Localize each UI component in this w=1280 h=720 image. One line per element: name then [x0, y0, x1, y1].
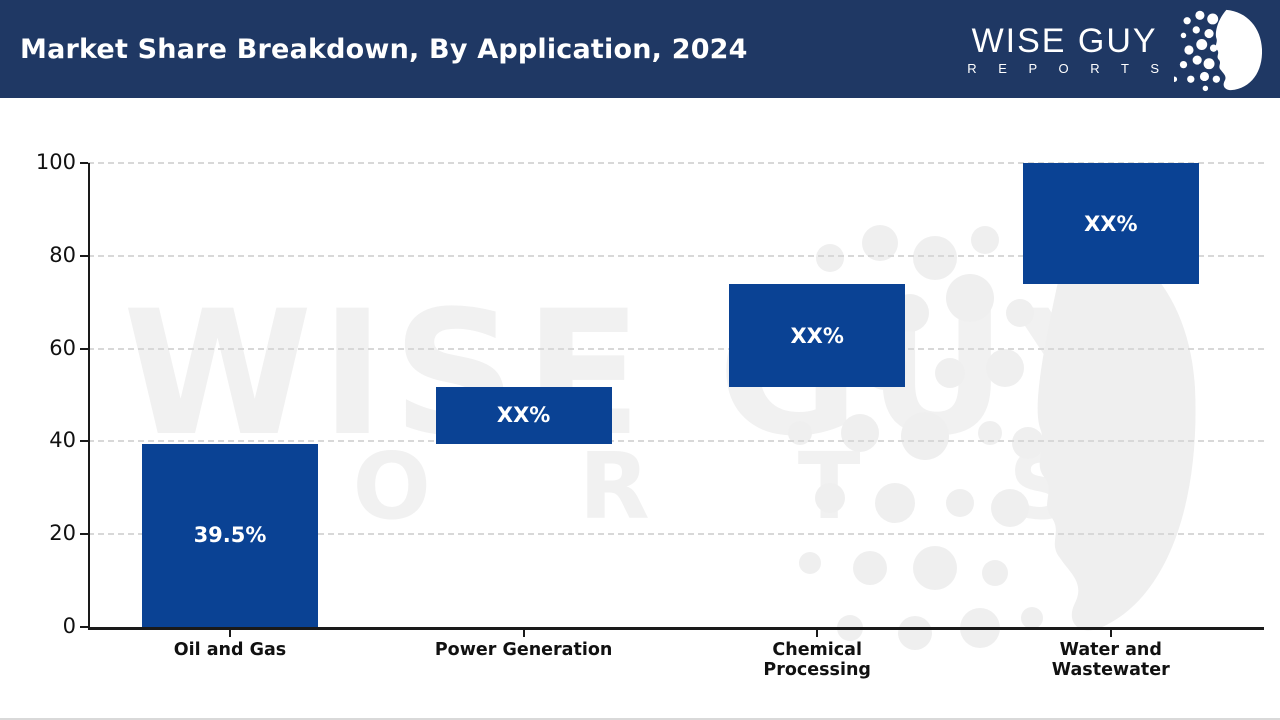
y-axis-tick-60 — [80, 347, 88, 350]
logo-subtitle: R E P O R T S — [967, 61, 1168, 77]
watermark-line1: WISE GUY — [122, 273, 1148, 474]
y-axis-tick-label: 100 — [35, 150, 76, 174]
x-axis-category-label: Oil and Gas — [173, 640, 287, 660]
x-axis-tick-0 — [229, 629, 231, 637]
x-axis-tick-1 — [522, 629, 525, 637]
chart-area: WISE GUY P O R T S 0 20 40 60 80 100 39.5% Oil … — [0, 98, 1280, 718]
bar-0: 39.5% — [142, 443, 318, 627]
x-axis-line — [88, 627, 1264, 630]
bar-value-label: XX% — [1084, 211, 1138, 236]
logo-text: WISE GUY R E P O R T S — [961, 21, 1168, 77]
bar-value-label: XX% — [790, 323, 844, 348]
x-axis-category-label: Water and Wastewater — [1051, 640, 1170, 681]
page-title: Market Share Breakdown, By Application, … — [20, 33, 748, 65]
logo-wordmark: WISE GUY — [971, 21, 1158, 60]
gridline-40 — [88, 440, 1264, 443]
y-axis-line — [88, 163, 90, 629]
bar-3: XX% — [1022, 163, 1199, 285]
y-axis-tick-40 — [80, 440, 88, 443]
wise-guy-reports-logo: WISE GUY R E P O R T S — [961, 8, 1266, 92]
y-axis-tick-100 — [80, 162, 88, 164]
x-axis-category-label: Power Generation — [434, 640, 613, 660]
y-axis-tick-label: 20 — [49, 521, 76, 546]
bar-value-label: XX% — [496, 403, 551, 428]
y-axis-tick-80 — [80, 254, 88, 257]
x-axis-tick-2 — [816, 629, 819, 637]
gridline-80 — [88, 254, 1264, 257]
x-axis-category-label: Chemical Processing — [763, 640, 871, 681]
x-axis-tick-3 — [1109, 629, 1112, 637]
y-axis-tick-label: 60 — [49, 335, 76, 360]
y-axis-tick-label: 0 — [62, 614, 76, 638]
gridline-20 — [88, 533, 1264, 536]
bar-1: XX% — [435, 387, 612, 444]
gridline-100 — [88, 162, 1264, 164]
bar-value-label: 39.5% — [193, 523, 267, 548]
y-axis-tick-20 — [80, 533, 88, 536]
header-banner: Market Share Breakdown, By Application, … — [0, 0, 1280, 98]
y-axis-tick-label: 80 — [49, 242, 76, 267]
y-axis-tick-label: 40 — [49, 428, 76, 453]
bar-2: XX% — [729, 284, 906, 388]
y-axis-tick-0 — [80, 626, 88, 628]
logo-face-icon — [1174, 9, 1263, 92]
gridline-60 — [88, 347, 1264, 350]
